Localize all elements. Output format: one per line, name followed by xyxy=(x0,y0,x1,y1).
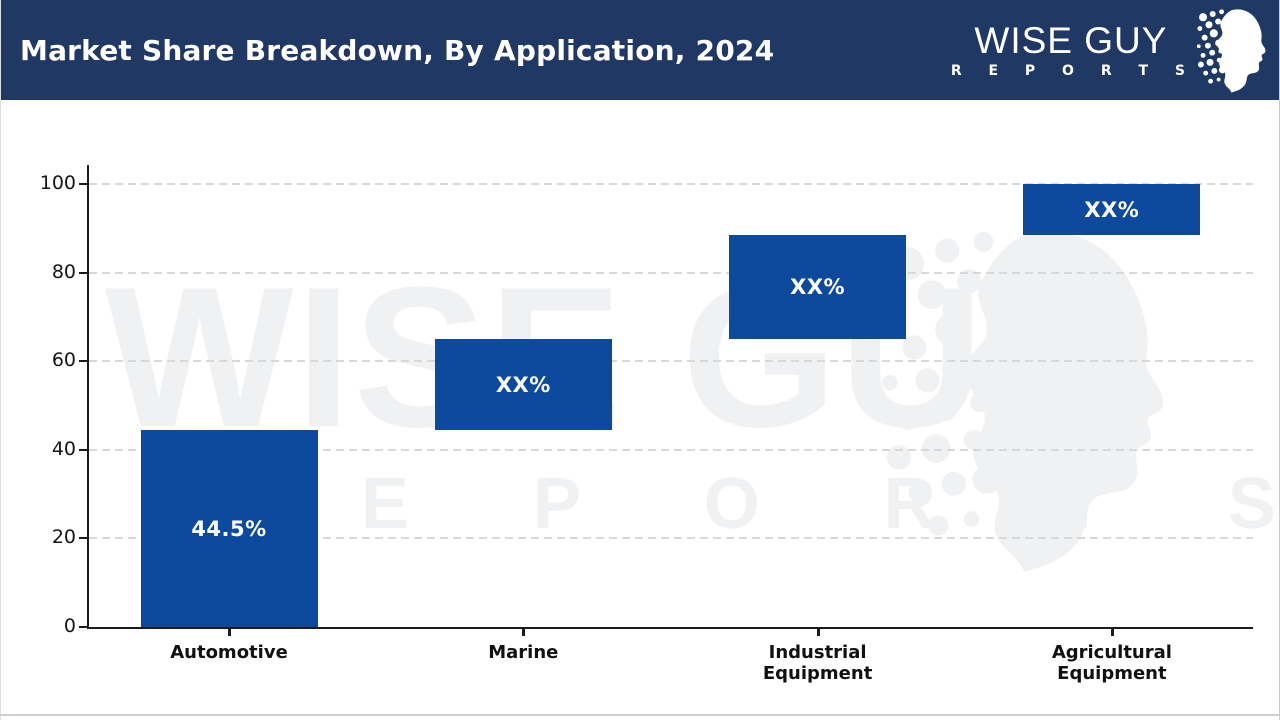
y-tick-mark xyxy=(79,626,89,628)
bar-agricultural-equipment: XX% xyxy=(1023,184,1201,236)
bar-automotive: 44.5% xyxy=(140,430,318,627)
bar-marine: XX% xyxy=(434,339,612,431)
page-border-left xyxy=(0,0,1,720)
gridline xyxy=(89,360,1253,363)
gridline xyxy=(89,271,1253,274)
x-tick-mark xyxy=(228,629,231,636)
x-axis-label: Marine xyxy=(488,642,559,663)
logo-head-icon xyxy=(1196,9,1266,93)
y-tick-mark xyxy=(79,537,89,540)
logo-subtext: R E P O R T S xyxy=(950,62,1196,79)
bar-value-label: XX% xyxy=(495,372,551,397)
page-border-bottom xyxy=(0,714,1280,716)
logo-wordmark: WISE GUY xyxy=(974,19,1168,61)
plot-area xyxy=(87,165,1253,629)
bar-value-label: XX% xyxy=(790,275,846,300)
header: Market Share Breakdown, By Application, … xyxy=(0,0,1280,100)
x-axis-label: Industrial Equipment xyxy=(762,642,873,684)
x-tick-mark xyxy=(522,629,526,636)
y-tick-label: 80 xyxy=(51,260,76,283)
bar-value-label: XX% xyxy=(1084,197,1140,222)
y-tick-label: 40 xyxy=(51,437,76,460)
y-tick-mark xyxy=(79,271,89,274)
x-tick-mark xyxy=(816,629,820,636)
gridline xyxy=(89,537,1253,540)
y-tick-mark xyxy=(79,360,89,363)
bar-industrial-equipment: XX% xyxy=(729,235,907,340)
chart-title: Market Share Breakdown, By Application, … xyxy=(20,33,775,67)
y-tick-label: 100 xyxy=(39,172,76,195)
y-tick-mark xyxy=(79,448,89,451)
y-tick-mark xyxy=(79,183,89,186)
x-axis-label: Agricultural Equipment xyxy=(1051,642,1172,684)
logo-text: WISE GUY R E P O R T S xyxy=(946,22,1196,79)
y-tick-label: 0 xyxy=(63,615,76,637)
y-tick-label: 20 xyxy=(51,526,76,549)
gridline xyxy=(89,183,1253,186)
x-tick-mark xyxy=(1110,629,1114,636)
y-tick-label: 60 xyxy=(51,349,76,372)
x-axis-label: Automotive xyxy=(170,642,288,663)
gridline xyxy=(89,448,1253,451)
wise-guy-logo: WISE GUY R E P O R T S xyxy=(946,7,1270,93)
bar-value-label: 44.5% xyxy=(191,516,267,541)
